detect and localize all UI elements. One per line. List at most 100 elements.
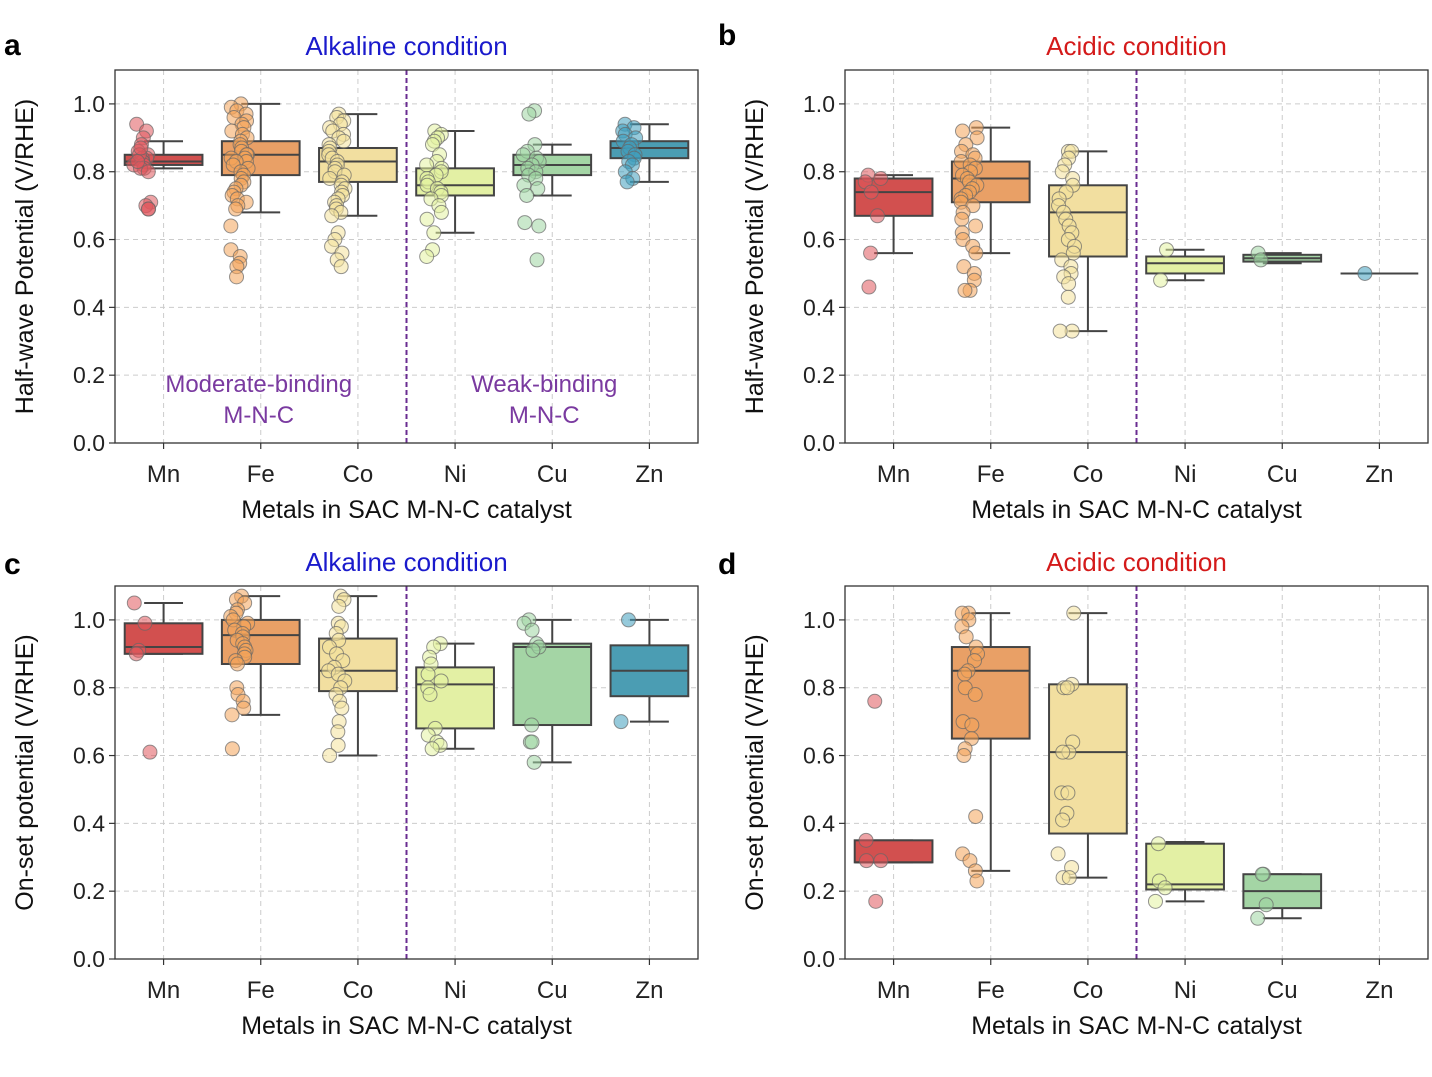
- data-point: [1052, 323, 1068, 339]
- y-axis-label: On-set potential (V/RHE): [741, 634, 769, 911]
- plot-frame: [844, 69, 1429, 444]
- data-point: [140, 164, 156, 180]
- box-iqr: [1145, 255, 1225, 275]
- data-point: [531, 218, 547, 234]
- panel-letter: b: [718, 19, 736, 52]
- x-axis-label: Metals in SAC M-N-C catalyst: [971, 1012, 1302, 1040]
- xtick-label: Mn: [877, 461, 910, 488]
- plot-frame: [844, 585, 1429, 960]
- data-point: [1150, 836, 1166, 852]
- xtick-label: Fe: [977, 977, 1005, 1004]
- box-Cu: [1242, 873, 1323, 920]
- xtick-label: Mn: [877, 977, 910, 1004]
- panel-letter: c: [4, 548, 21, 581]
- data-point: [954, 123, 970, 139]
- xtick-label: Ni: [1174, 461, 1197, 488]
- data-point: [1050, 846, 1066, 862]
- ytick-label: 0.0: [803, 430, 835, 456]
- group-annotation: M-N-C: [223, 402, 294, 429]
- ytick-label: 1.0: [803, 607, 835, 633]
- data-point: [863, 184, 879, 200]
- data-point: [517, 215, 533, 231]
- data-point: [425, 137, 440, 153]
- ytick-label: 0.2: [803, 878, 835, 904]
- data-point: [529, 252, 545, 268]
- data-point: [331, 598, 347, 614]
- x-axis-label: Metals in SAC M-N-C catalyst: [241, 496, 572, 524]
- xtick-label: Zn: [1365, 461, 1393, 488]
- data-point: [958, 629, 974, 645]
- data-point: [530, 181, 546, 197]
- ytick-label: 0.8: [803, 159, 835, 185]
- data-point: [1055, 744, 1071, 760]
- data-point: [519, 187, 535, 203]
- data-point: [954, 211, 970, 227]
- data-point: [433, 204, 449, 220]
- x-axis-label: Metals in SAC M-N-C catalyst: [241, 1012, 572, 1040]
- ytick-label: 0.2: [803, 362, 835, 388]
- ytick-label: 0.2: [73, 362, 105, 388]
- ytick-label: 0.8: [73, 159, 105, 185]
- ytick-label: 1.0: [73, 607, 105, 633]
- data-point: [224, 707, 240, 723]
- data-point: [968, 809, 984, 825]
- data-point: [142, 744, 158, 760]
- xtick-label: Fe: [247, 977, 275, 1004]
- xtick-label: Co: [1073, 461, 1104, 488]
- data-point: [867, 693, 883, 709]
- data-point: [613, 714, 629, 730]
- y-axis-label: Half-wave Potential (V/RHE): [11, 99, 39, 414]
- box-Cu: [512, 618, 593, 764]
- data-point: [1159, 242, 1175, 258]
- data-point: [964, 717, 980, 733]
- xtick-label: Co: [343, 977, 374, 1004]
- xtick-label: Ni: [444, 461, 467, 488]
- panel-b: b Acidic condition 0.0 0.2 0.4 0.6 0.8 1.0 Mn Fe C…: [718, 19, 1429, 524]
- data-point: [1055, 812, 1071, 828]
- data-point: [1258, 897, 1274, 913]
- data-point: [969, 130, 985, 146]
- ytick-label: 0.4: [73, 294, 105, 320]
- panel-title: Acidic condition: [1046, 547, 1227, 577]
- panel-title: Alkaline condition: [305, 547, 507, 577]
- data-point: [525, 642, 541, 658]
- ytick-label: 0.0: [803, 946, 835, 972]
- data-point: [229, 269, 245, 285]
- xtick-label: Zn: [1365, 977, 1393, 1004]
- panel-letter: d: [718, 548, 736, 581]
- panel-c: c Alkaline condition 0.0 0.2 0.4 0.6 0.8 1.0 Mn F…: [4, 547, 699, 1040]
- ytick-label: 0.6: [803, 743, 835, 769]
- data-point: [863, 245, 879, 261]
- data-point: [130, 154, 146, 170]
- data-point: [1157, 880, 1173, 896]
- xtick-label: Co: [343, 461, 374, 488]
- xtick-label: Co: [1073, 977, 1104, 1004]
- y-axis-label: On-set potential (V/RHE): [11, 634, 39, 911]
- xtick-label: Mn: [147, 461, 180, 488]
- data-point: [330, 724, 346, 740]
- xtick-label: Cu: [537, 461, 568, 488]
- xtick-label: Zn: [635, 977, 663, 1004]
- panel-letter: a: [4, 29, 21, 62]
- data-point: [133, 140, 149, 156]
- ytick-label: 0.8: [803, 675, 835, 701]
- data-point: [334, 700, 350, 716]
- data-point: [426, 225, 442, 241]
- x-axis-label: Metals in SAC M-N-C catalyst: [971, 496, 1302, 524]
- data-point: [433, 673, 449, 689]
- data-point: [1253, 252, 1269, 268]
- data-point: [861, 279, 877, 295]
- data-point: [330, 737, 346, 753]
- panel-a: a Alkaline condition 0.0 0.2 0.4 0.6 0.8 1.0 Mn F…: [4, 29, 699, 524]
- data-point: [419, 211, 435, 227]
- xtick-label: Ni: [1174, 977, 1197, 1004]
- data-point: [1060, 289, 1076, 305]
- data-point: [873, 853, 889, 869]
- data-point: [524, 717, 540, 733]
- data-point: [873, 171, 889, 187]
- data-point: [1153, 272, 1169, 288]
- box-Ni: [1145, 248, 1225, 282]
- group-annotation: Weak-binding: [471, 371, 617, 398]
- plot-frame: [114, 69, 699, 444]
